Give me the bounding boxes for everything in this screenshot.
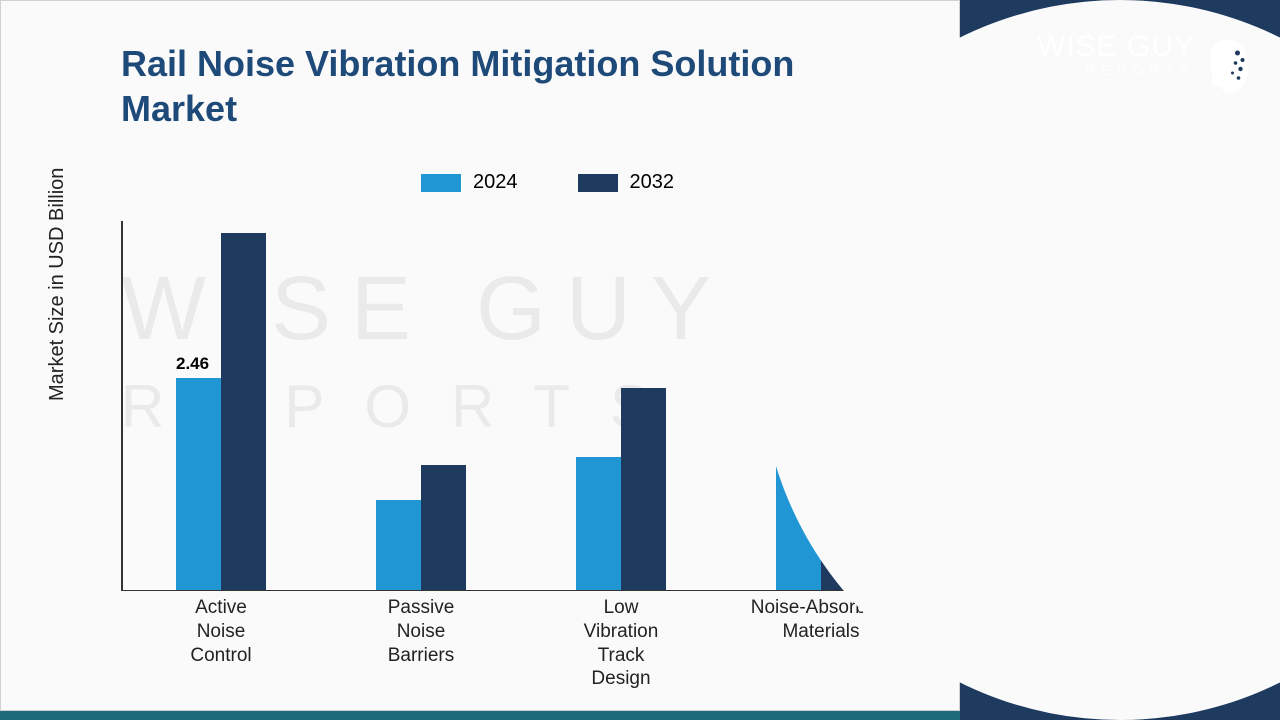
x-axis-category-label: PassiveNoiseBarriers bbox=[341, 596, 501, 691]
bottom-accent-strip bbox=[0, 711, 960, 720]
legend-item-2024: 2024 bbox=[421, 171, 518, 194]
bar-group bbox=[376, 465, 466, 590]
bar-value-label: 2.46 bbox=[176, 354, 209, 374]
bar: 2.46 bbox=[176, 378, 221, 590]
chart-title: Rail Noise Vibration Mitigation Solution… bbox=[121, 41, 821, 131]
legend: 2024 2032 bbox=[421, 171, 674, 194]
logo-text-sub: REPORTS bbox=[1037, 62, 1195, 78]
bar bbox=[376, 500, 421, 590]
x-axis-category-label: ActiveNoiseControl bbox=[141, 596, 301, 691]
legend-label-2032: 2032 bbox=[630, 171, 675, 194]
bar-group: 2.46 bbox=[176, 233, 266, 590]
legend-item-2032: 2032 bbox=[578, 171, 675, 194]
bar bbox=[421, 465, 466, 590]
bar bbox=[576, 457, 621, 590]
logo-head-icon bbox=[1200, 35, 1255, 95]
logo-text-main: WISE GUY bbox=[1037, 30, 1195, 64]
bar-group bbox=[576, 388, 666, 590]
bar bbox=[621, 388, 666, 590]
y-axis-label: Market Size in USD Billion bbox=[46, 168, 69, 401]
bar bbox=[221, 233, 266, 590]
legend-swatch-2032 bbox=[578, 174, 618, 192]
x-axis-category-label: LowVibrationTrackDesign bbox=[541, 596, 701, 691]
x-axis-labels: ActiveNoiseControl PassiveNoiseBarriers Lo… bbox=[121, 596, 921, 691]
brand-logo: WISE GUY REPORTS bbox=[1037, 30, 1250, 78]
legend-swatch-2024 bbox=[421, 174, 461, 192]
legend-label-2024: 2024 bbox=[473, 171, 518, 194]
